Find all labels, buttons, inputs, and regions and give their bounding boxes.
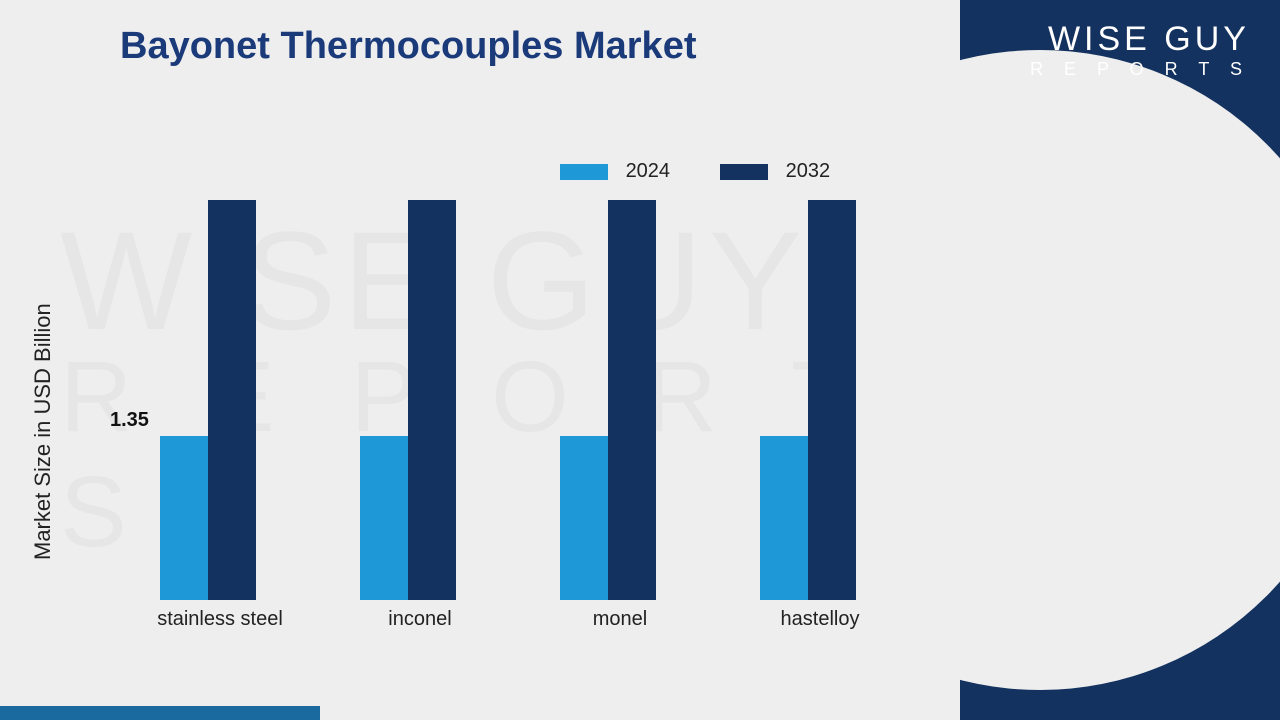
- legend-swatch-2024: [560, 164, 608, 180]
- bar: [808, 200, 856, 600]
- chart-title: Bayonet Thermocouples Market: [120, 25, 696, 68]
- category-label: inconel: [340, 600, 500, 631]
- legend-swatch-2032: [720, 164, 768, 180]
- category-label: hastelloy: [740, 600, 900, 631]
- plot-area: stainless steelinconelmonelhastelloy1.35: [160, 200, 960, 600]
- bar: [408, 200, 456, 600]
- brand-line2: R E P O R T S: [1030, 59, 1250, 80]
- brand-line1: WISE GUY: [1030, 20, 1250, 59]
- brand-logo: WISE GUY R E P O R T S: [1030, 20, 1250, 80]
- legend: 2024 2032: [560, 160, 830, 183]
- category-label: monel: [540, 600, 700, 631]
- legend-item-2024: 2024: [560, 160, 670, 183]
- bar: [160, 436, 208, 600]
- bar: [608, 200, 656, 600]
- bar: [560, 436, 608, 600]
- chart-page: WISE GUY R E P O R T S WISE GUY R E P O …: [0, 0, 1280, 720]
- bar: [208, 200, 256, 600]
- y-axis-label: Market Size in USD Billion: [30, 303, 56, 560]
- bottom-accent-bar: [0, 706, 320, 720]
- category-label: stainless steel: [140, 600, 300, 631]
- bar: [360, 436, 408, 600]
- legend-label-2024: 2024: [626, 160, 671, 182]
- legend-label-2032: 2032: [786, 160, 831, 182]
- value-label: 1.35: [110, 409, 149, 432]
- legend-item-2032: 2032: [720, 160, 830, 183]
- bar: [760, 436, 808, 600]
